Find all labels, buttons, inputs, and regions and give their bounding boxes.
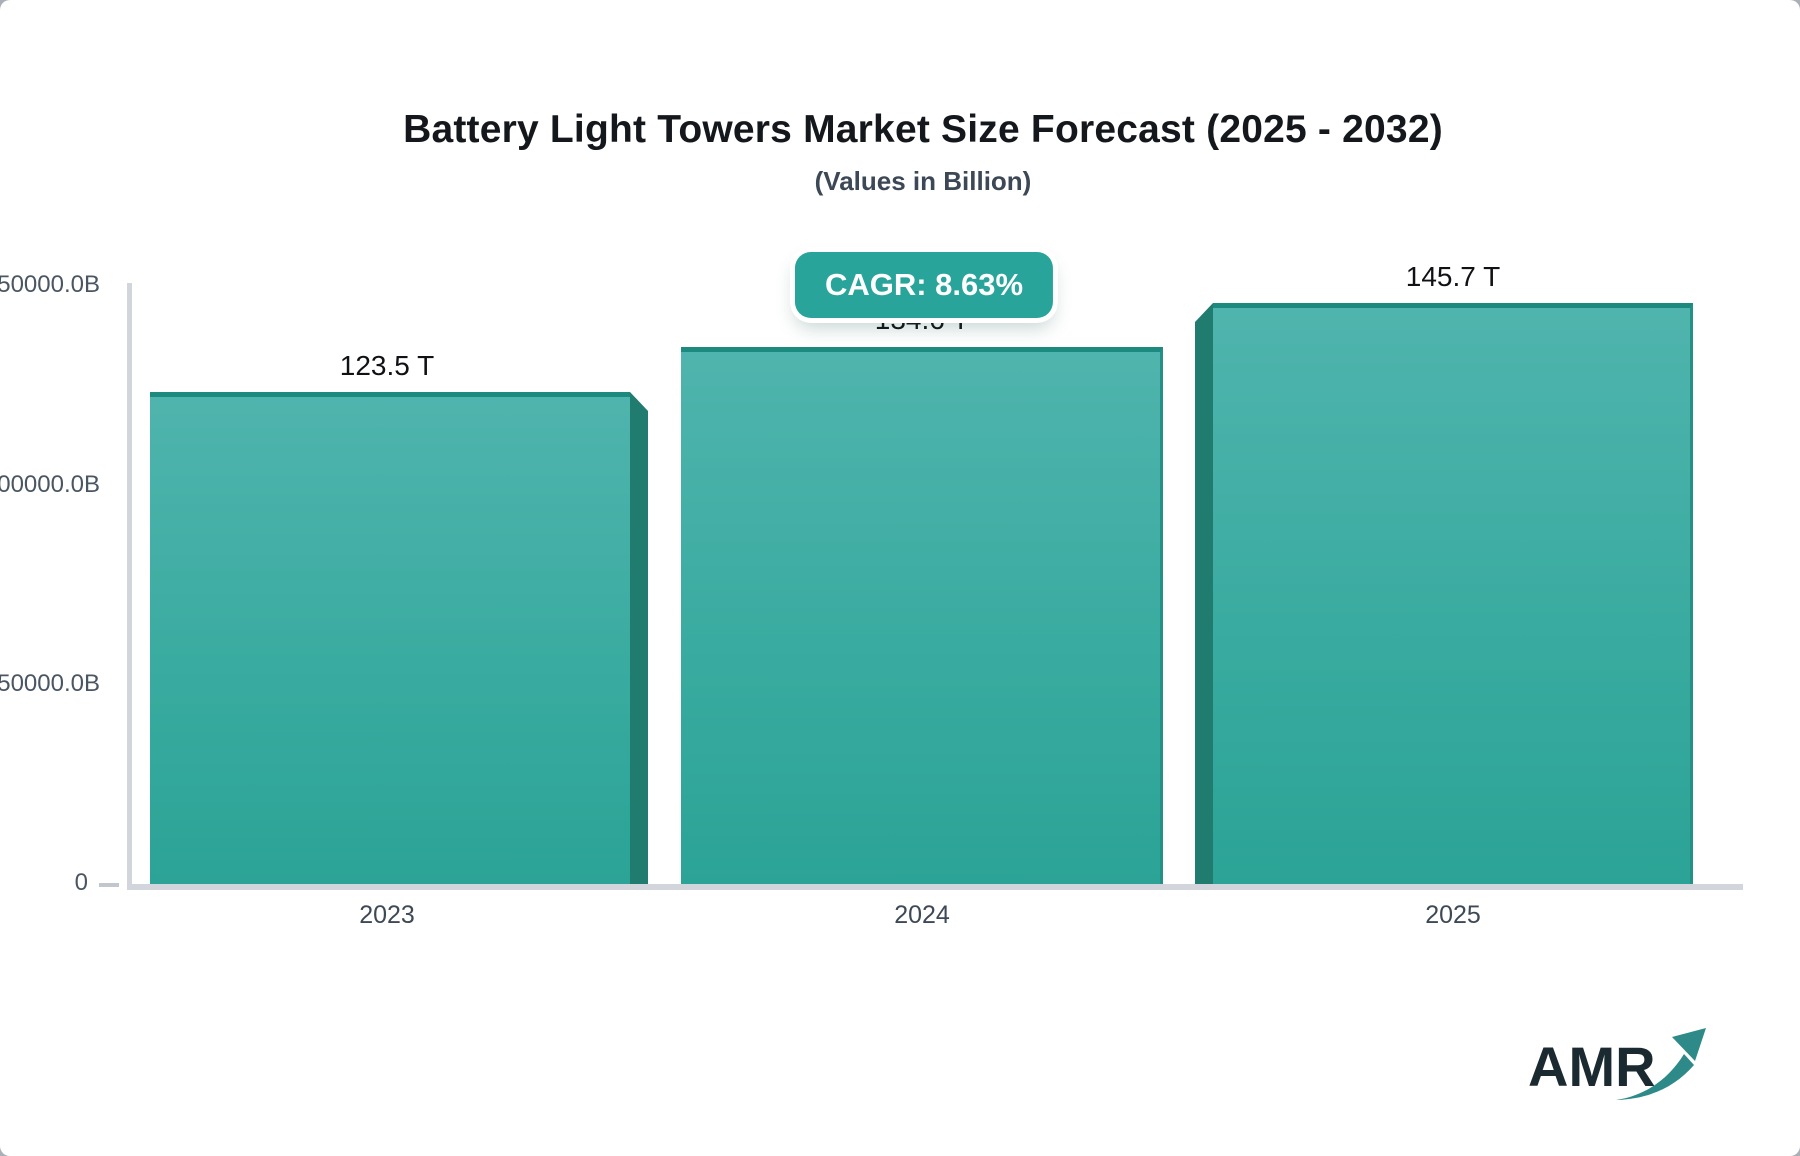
y-tick-zero: 0	[74, 869, 88, 896]
bar-2025-3d-side	[1195, 303, 1213, 884]
amr-logo-arrow-swoosh	[1616, 1054, 1694, 1100]
amr-logo: AMR	[1528, 1028, 1706, 1100]
y-tick-150000: 150000.0B	[0, 271, 100, 298]
bar-value-label-2025: 145.7 T	[1405, 261, 1501, 292]
y-axis-line	[127, 283, 132, 890]
x-tick-2023: 2023	[359, 901, 415, 929]
chart-subtitle: (Values in Billion)	[814, 166, 1032, 196]
bar-2023	[150, 392, 630, 884]
chart-header: Battery Light Towers Market Size Forecas…	[46, 0, 1800, 197]
x-tick-2024: 2024	[894, 901, 950, 929]
bar-2024	[681, 347, 1163, 884]
amr-logo-arrow-head	[1672, 1028, 1706, 1061]
y-tick-100000: 100000.0B	[0, 471, 100, 498]
chart-title: Battery Light Towers Market Size Forecas…	[403, 108, 1443, 151]
y-tick-zero-dash	[99, 883, 119, 887]
x-tick-2025: 2025	[1425, 901, 1481, 929]
bar-2023-3d-side	[630, 392, 648, 884]
bar-value-label-2023: 123.5 T	[339, 350, 435, 381]
amr-logo-text: AMR	[1528, 1035, 1656, 1098]
y-tick-50000: 50000.0B	[0, 670, 100, 697]
bar-2025	[1213, 303, 1693, 884]
cagr-badge: CAGR: 8.63%	[794, 252, 1054, 318]
x-axis-line	[127, 884, 1743, 890]
